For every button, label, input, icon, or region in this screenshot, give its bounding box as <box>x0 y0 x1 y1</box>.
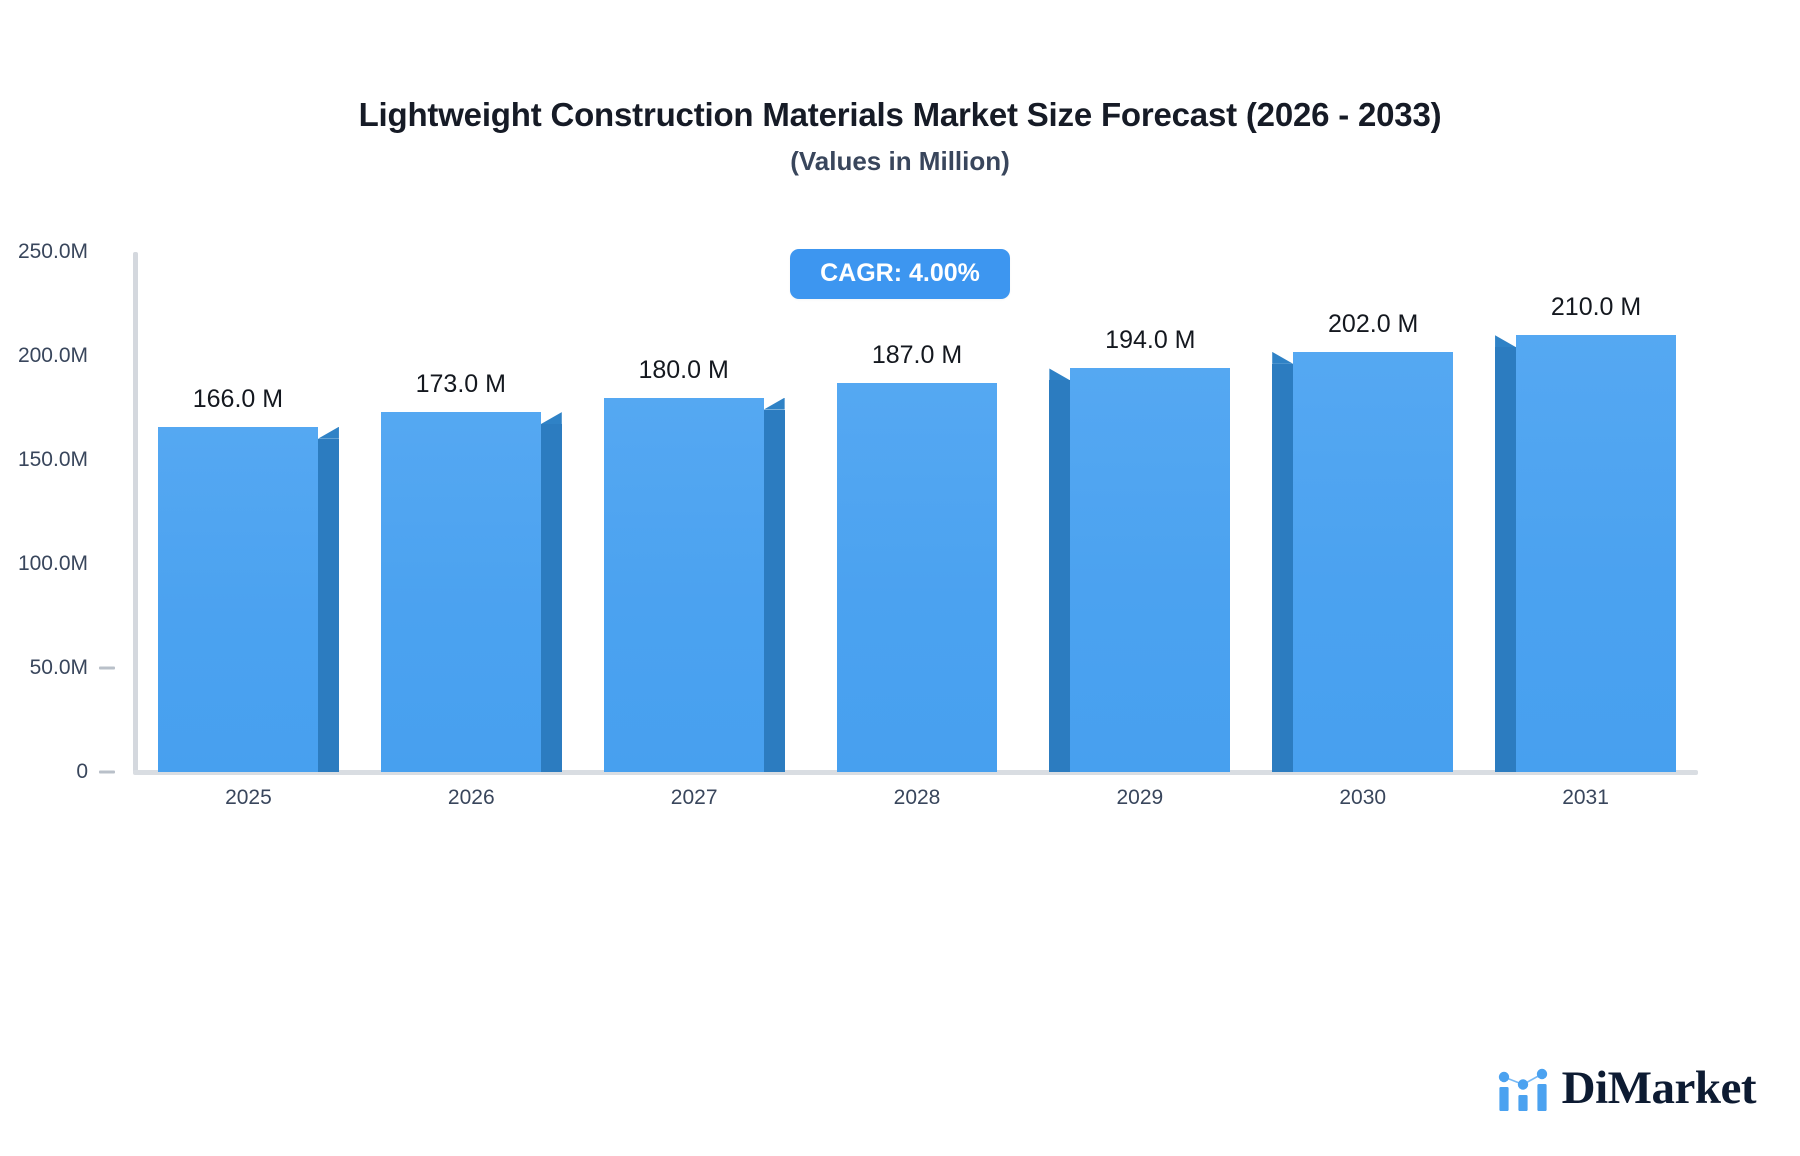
x-axis-line <box>133 770 1698 775</box>
x-tick-label: 2029 <box>1116 786 1164 809</box>
bar-2029[interactable]: 194.0 M <box>1049 326 1231 772</box>
bar-2030[interactable]: 202.0 M <box>1272 310 1454 772</box>
bar-2031[interactable]: 210.0 M <box>1495 293 1677 772</box>
x-tick-label: 2028 <box>893 786 941 809</box>
bar-side-face <box>763 409 785 772</box>
x-tick-label: 2030 <box>1339 786 1387 809</box>
bar-side-face <box>1272 363 1294 772</box>
bar-value-label: 194.0 M <box>1105 326 1196 355</box>
bar-front-face <box>1293 351 1454 772</box>
bar-2026[interactable]: 173.0 M <box>380 370 562 772</box>
bar-value-label: 166.0 M <box>192 384 284 413</box>
bar-front-face <box>157 426 318 772</box>
bar-chart-icon <box>1498 1068 1547 1111</box>
bar-front-face <box>837 383 997 772</box>
bar-top-bevel <box>1049 368 1071 381</box>
bar-top-bevel <box>1495 335 1517 348</box>
y-tick-label: 150.0M <box>17 448 88 471</box>
dimarket-logo: DiMarket <box>1497 1062 1757 1114</box>
y-tick-label: 0 <box>76 760 88 783</box>
bar-front-face <box>1516 335 1677 772</box>
x-tick-label: 2025 <box>225 786 272 809</box>
bar-value-label: 180.0 M <box>638 355 729 384</box>
bar-top-bevel <box>317 426 339 439</box>
x-tick-label: 2026 <box>447 786 495 809</box>
y-tick-label: 200.0M <box>17 344 88 367</box>
bar-value-label: 210.0 M <box>1550 293 1642 322</box>
y-tick-label: 50.0M <box>29 656 88 679</box>
y-axis-line <box>133 252 138 773</box>
bar-front-face <box>603 397 764 772</box>
bar-side-face <box>1049 380 1071 772</box>
cagr-badge: CAGR: 4.00% <box>790 249 1010 299</box>
cagr-badge-wrapper: CAGR: 4.00% <box>0 249 1800 299</box>
x-tick-label: 2031 <box>1562 786 1609 809</box>
bar-top-bevel <box>763 397 785 410</box>
bar-side-face <box>317 438 339 772</box>
bar-top-bevel <box>1272 351 1294 364</box>
logo-text: DiMarket <box>1561 1062 1757 1114</box>
x-tick-label: 2027 <box>670 786 718 809</box>
y-tick-dash <box>99 770 115 774</box>
bar-front-face <box>380 412 541 772</box>
y-tick-dash <box>99 666 115 670</box>
y-tick-label: 250.0M <box>17 240 88 263</box>
bar-top-bevel <box>540 412 562 425</box>
bar-value-label: 202.0 M <box>1328 309 1419 338</box>
bar-front-face <box>1070 368 1231 772</box>
chart-subtitle: (Values in Million) <box>790 146 1010 176</box>
bar-2028[interactable]: 187.0 M <box>837 341 997 772</box>
bar-side-face <box>1495 347 1517 772</box>
bar-value-label: 173.0 M <box>415 370 506 399</box>
bar-value-label: 187.0 M <box>871 341 963 370</box>
y-tick-label: 100.0M <box>17 552 88 575</box>
bar-2025[interactable]: 166.0 M <box>157 385 339 772</box>
bar-2027[interactable]: 180.0 M <box>603 356 785 772</box>
chart-title: Lightweight Construction Materials Marke… <box>358 96 1442 133</box>
bar-side-face <box>540 424 562 772</box>
